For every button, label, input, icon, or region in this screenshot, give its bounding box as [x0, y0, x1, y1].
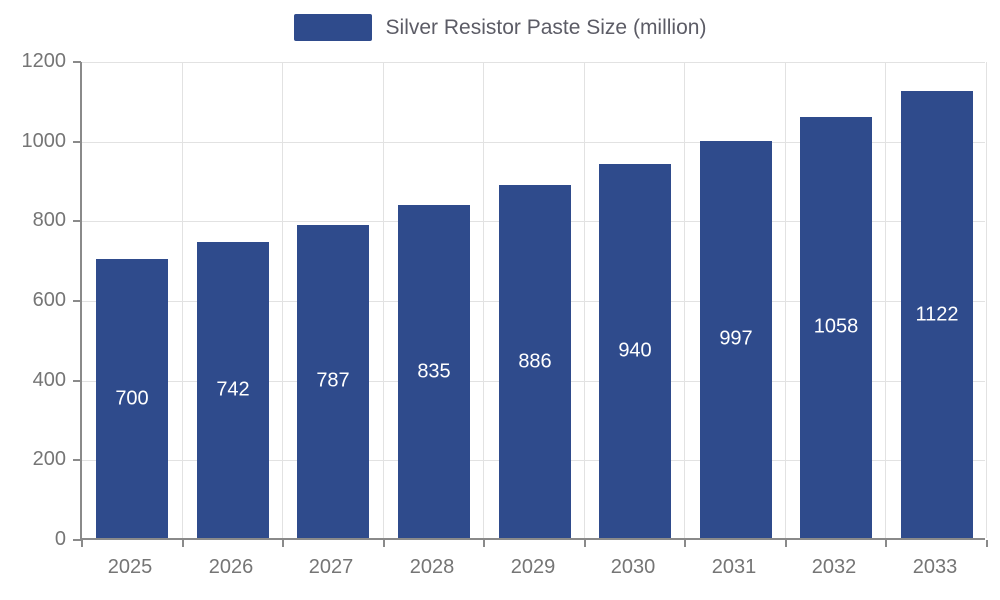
x-tick-label: 2032	[811, 556, 857, 578]
bar-2033: 1122	[901, 91, 973, 538]
gridline-v	[684, 62, 686, 538]
bar-2028: 835	[398, 205, 470, 538]
bar-2029: 886	[499, 185, 571, 538]
x-tick-label: 2025	[107, 556, 153, 578]
gridline-v	[282, 62, 284, 538]
y-tick-label: 1200	[21, 50, 67, 72]
x-tick-label: 2029	[510, 556, 556, 578]
gridline-v	[885, 62, 887, 538]
gridline-v	[986, 62, 987, 538]
y-axis-tick	[73, 300, 81, 302]
x-axis-tick	[684, 540, 687, 547]
bar-value-label: 940	[618, 339, 652, 362]
y-axis-tick	[73, 61, 81, 63]
gridline-v	[583, 62, 585, 538]
y-axis-tick	[73, 539, 81, 541]
gridline-h	[82, 62, 985, 63]
y-tick-label: 600	[32, 289, 66, 311]
gridline-v	[181, 62, 183, 538]
bar-value-label: 1058	[813, 315, 859, 338]
x-axis-tick	[81, 540, 83, 547]
x-tick-label: 2033	[912, 556, 958, 578]
y-axis-tick	[73, 459, 81, 462]
y-tick-label: 200	[32, 448, 66, 471]
x-axis-tick	[282, 540, 285, 547]
bar-value-label: 886	[518, 350, 552, 373]
bar-value-label: 997	[719, 327, 753, 350]
bar-2025: 700	[96, 259, 168, 538]
x-tick-label: 2027	[308, 556, 354, 578]
legend-label: Silver Resistor Paste Size (million)	[385, 15, 707, 39]
bar-2027: 787	[297, 224, 369, 538]
bar-2031: 997	[700, 140, 772, 538]
y-tick-label: 800	[32, 209, 66, 232]
x-axis-tick	[784, 540, 787, 547]
x-axis-tick	[181, 540, 184, 547]
y-tick-label: 1000	[21, 129, 67, 152]
bar-value-label: 1122	[915, 303, 959, 326]
x-tick-label: 2028	[409, 556, 455, 578]
x-tick-label: 2026	[208, 556, 254, 578]
y-axis-tick	[73, 220, 81, 223]
gridline-h	[82, 141, 985, 143]
x-axis-tick	[382, 540, 385, 547]
plot-area: 700 742 787 835 886 940 997 1058 1122	[73, 61, 988, 547]
bar-value-label: 835	[417, 360, 451, 383]
x-axis-tick	[583, 540, 586, 547]
bar-value-label: 787	[316, 369, 350, 392]
bar-2032: 1058	[800, 116, 872, 538]
x-axis-tick	[986, 540, 988, 547]
gridline-v	[483, 62, 485, 538]
x-axis-tick	[885, 540, 888, 547]
y-axis-tick	[73, 379, 81, 382]
legend-swatch-icon	[293, 14, 372, 41]
bar-2030: 940	[599, 163, 671, 538]
chart-legend[interactable]: Silver Resistor Paste Size (million)	[0, 14, 1000, 41]
x-axis-tick	[483, 540, 486, 547]
x-tick-label: 2031	[711, 556, 757, 578]
y-tick-label: 400	[32, 368, 66, 391]
bar-value-label: 742	[216, 378, 250, 401]
y-tick-label: 0	[54, 528, 66, 550]
bar-2026: 742	[197, 242, 269, 538]
x-tick-label: 2030	[610, 556, 656, 578]
gridline-v	[784, 62, 786, 538]
bar-value-label: 700	[115, 387, 149, 410]
gridline-v	[382, 62, 384, 538]
y-axis-tick	[73, 140, 81, 143]
